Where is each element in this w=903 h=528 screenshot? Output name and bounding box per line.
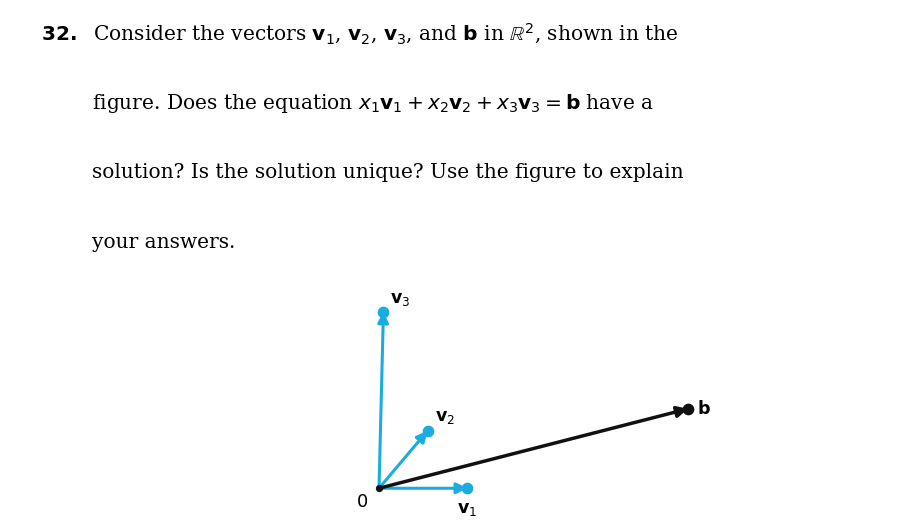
Text: your answers.: your answers.	[41, 233, 235, 252]
Point	[371, 484, 386, 493]
Text: $\mathbf{v}_1$: $\mathbf{v}_1$	[457, 501, 477, 517]
Text: $\mathbf{32.}$  Consider the vectors $\mathbf{v}_1$, $\mathbf{v}_2$, $\mathbf{v}: $\mathbf{32.}$ Consider the vectors $\ma…	[41, 21, 677, 45]
Point	[376, 307, 390, 316]
Text: $\mathbf{v}_3$: $\mathbf{v}_3$	[390, 291, 410, 308]
Text: $\mathbf{b}$: $\mathbf{b}$	[696, 400, 710, 418]
Point	[460, 484, 474, 493]
Point	[680, 404, 694, 413]
Text: figure. Does the equation $x_1\mathbf{v}_1 + x_2\mathbf{v}_2 + x_3\mathbf{v}_3 =: figure. Does the equation $x_1\mathbf{v}…	[41, 92, 653, 115]
Text: $0$: $0$	[356, 493, 368, 511]
Point	[420, 427, 434, 435]
Text: solution? Is the solution unique? Use the figure to explain: solution? Is the solution unique? Use th…	[41, 163, 683, 182]
Text: $\mathbf{v}_2$: $\mathbf{v}_2$	[434, 409, 454, 426]
